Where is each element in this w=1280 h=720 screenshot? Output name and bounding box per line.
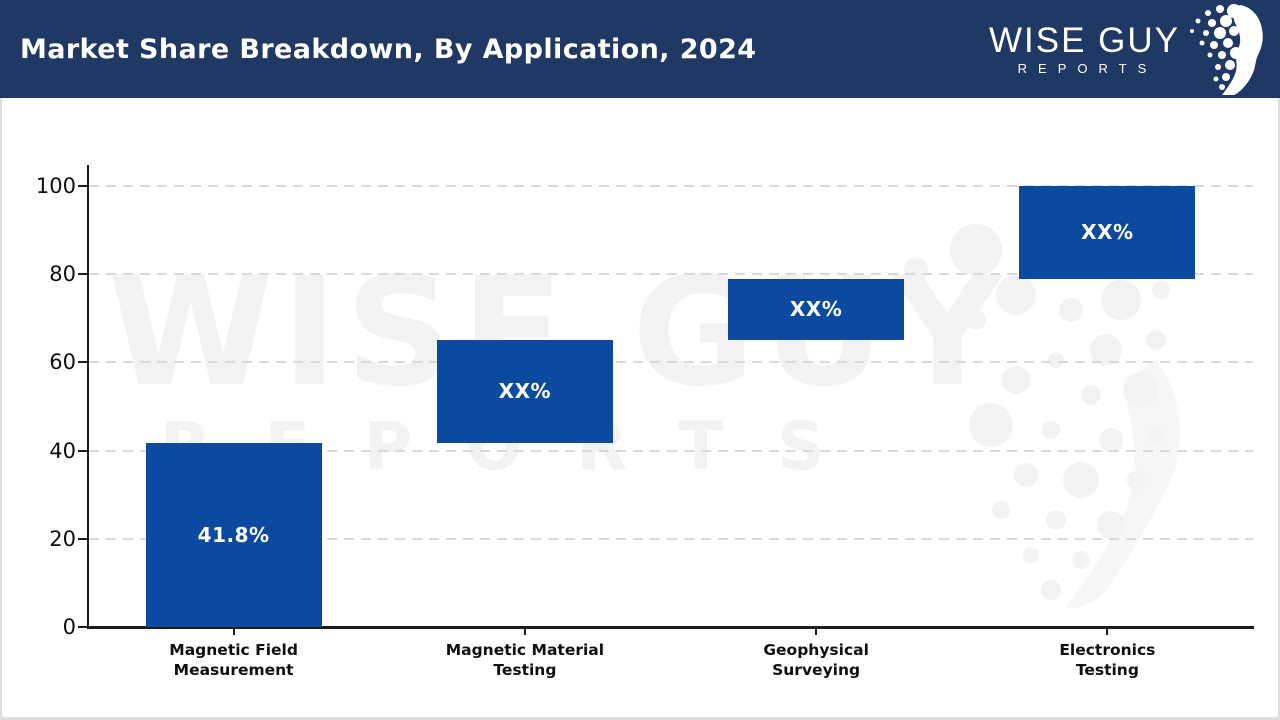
logo-subtitle: REPORTS (1017, 60, 1158, 76)
gridline-y40 (89, 449, 1253, 452)
y-tick-label-60: 60 (49, 350, 76, 375)
x-category-label: Electronics Testing (1059, 641, 1156, 679)
y-tick-label-80: 80 (49, 262, 76, 287)
y-tick-label-40: 40 (49, 438, 76, 463)
y-tick-label-0: 0 (62, 615, 76, 639)
bar-3: XX% (728, 278, 905, 341)
x-tick-1 (232, 627, 235, 635)
logo-face-icon (1190, 4, 1263, 95)
x-axis-line (87, 626, 1254, 629)
y-tick-60 (78, 361, 88, 364)
x-category-label: Geophysical Surveying (763, 641, 869, 679)
y-tick-80 (78, 273, 88, 276)
gridline-y20 (89, 537, 1253, 540)
bar-4: XX% (1019, 186, 1196, 279)
logo: WISE GUY REPORTS (989, 0, 1266, 98)
gridline-y100 (89, 185, 1253, 187)
bar-value-label: XX% (1081, 220, 1134, 245)
bar-1: 41.8% (145, 442, 322, 627)
x-tick-4 (1106, 627, 1109, 635)
bar-value-label: XX% (789, 297, 843, 322)
y-tick-label-100: 100 (35, 174, 76, 198)
bar-value-label: 41.8% (197, 522, 270, 547)
y-tick-label-20: 20 (49, 526, 76, 551)
x-tick-2 (523, 627, 526, 635)
gridline-y60 (89, 361, 1253, 364)
y-tick-0 (78, 626, 88, 628)
logo-wordmark: WISE GUY (988, 20, 1180, 60)
logo-text: WISE GUY REPORTS (988, 20, 1180, 76)
bar-2: XX% (436, 340, 613, 443)
y-tick-40 (78, 449, 88, 452)
y-axis-line (87, 165, 89, 629)
chart-title: Market Share Breakdown, By Application, … (20, 33, 757, 65)
x-category-label: Magnetic Material Testing (445, 641, 605, 679)
y-tick-20 (78, 537, 88, 540)
gridline-y80 (89, 273, 1253, 276)
header: Market Share Breakdown, By Application, … (0, 0, 1280, 98)
y-tick-100 (78, 185, 88, 187)
bar-value-label: XX% (498, 379, 552, 404)
x-category-label: Magnetic Field Measurement (169, 641, 298, 679)
x-tick-3 (815, 627, 818, 635)
